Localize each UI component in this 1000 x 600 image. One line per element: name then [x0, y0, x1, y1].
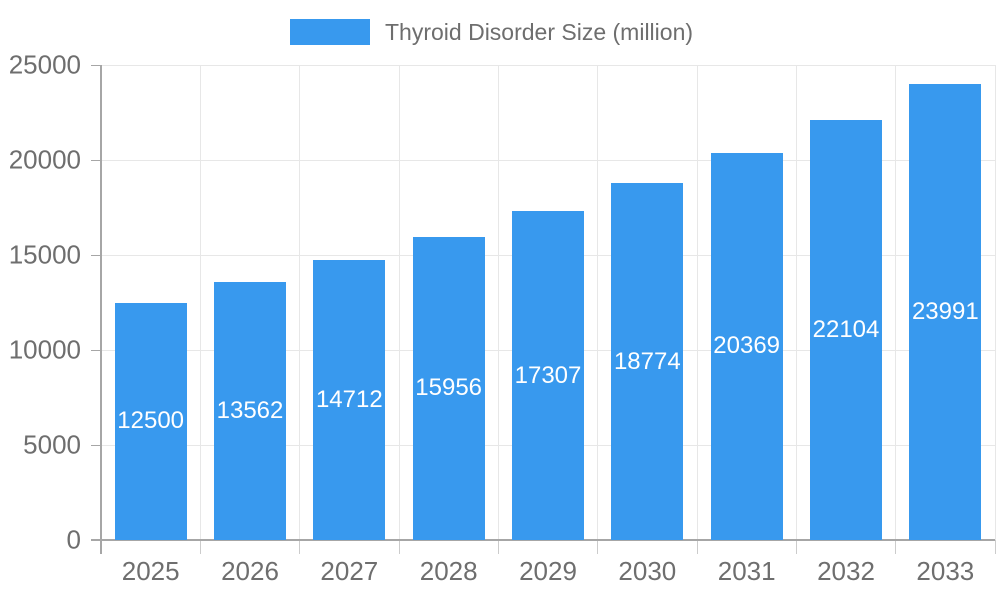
bar-value-label: 12500: [117, 407, 185, 435]
x-axis-tick: [597, 540, 599, 554]
x-axis-tick: [994, 540, 996, 554]
x-axis-tick: [299, 540, 301, 554]
bar-2028[interactable]: 15956: [412, 236, 485, 540]
bar-value-label: 23991: [911, 298, 979, 326]
x-tick-label: 2031: [717, 556, 776, 586]
x-tick-label: 2033: [916, 556, 975, 586]
bar-2029[interactable]: 17307: [512, 211, 584, 540]
gridline-vertical: [299, 65, 301, 540]
legend[interactable]: Thyroid Disorder Size (million): [290, 16, 693, 48]
y-tick-label: 20000: [8, 144, 81, 175]
bar-2030[interactable]: 18774: [611, 183, 684, 540]
x-tick-label: 2028: [419, 556, 478, 586]
gridline-vertical: [696, 65, 698, 540]
bar-2026[interactable]: 13562: [214, 282, 286, 540]
y-tick-label: 5000: [23, 429, 81, 460]
bar-2033[interactable]: 23991: [909, 84, 982, 540]
legend-label: Thyroid Disorder Size (million): [385, 19, 694, 45]
y-axis-tick: [91, 444, 101, 446]
bar-value-label: 15956: [415, 374, 483, 402]
x-axis-tick: [795, 540, 797, 554]
y-axis-tick: [91, 64, 101, 66]
x-tick-label: 2025: [121, 556, 180, 586]
bar-value-label: 18774: [613, 347, 681, 375]
x-tick-label: 2032: [817, 556, 875, 586]
x-axis-tick: [199, 540, 201, 554]
bar-2031[interactable]: 20369: [710, 152, 783, 540]
x-tick-label: 2027: [320, 556, 379, 586]
gridline-vertical: [895, 65, 897, 540]
bar-value-label: 13562: [216, 397, 284, 425]
y-axis-tick: [91, 254, 101, 256]
gridline-vertical: [199, 65, 201, 540]
gridline-horizontal: [101, 159, 995, 161]
x-tick-label: 2029: [519, 556, 577, 586]
gridline-vertical: [994, 65, 996, 540]
bar-2032[interactable]: 22104: [810, 120, 882, 540]
y-tick-label: 10000: [8, 334, 81, 365]
bar-value-label: 14712: [315, 386, 383, 414]
x-tick-label: 2026: [221, 556, 279, 586]
y-axis-line: [100, 65, 102, 554]
bar-value-label: 22104: [812, 316, 880, 343]
gridline-horizontal: [101, 64, 995, 66]
bar-2027[interactable]: 14712: [313, 260, 386, 540]
x-tick-label: 2030: [618, 556, 677, 586]
legend-swatch: [290, 19, 370, 45]
gridline-vertical: [795, 65, 797, 540]
y-axis-tick: [91, 349, 101, 351]
y-tick-label: 0: [66, 524, 81, 555]
x-axis-tick: [895, 540, 897, 554]
gridline-vertical: [597, 65, 599, 540]
y-tick-label: 15000: [8, 239, 81, 270]
x-axis-tick: [398, 540, 400, 554]
bar-value-label: 17307: [514, 361, 582, 389]
y-axis-tick: [91, 159, 101, 161]
x-axis-tick: [696, 540, 698, 554]
x-axis-tick: [497, 540, 499, 554]
gridline-vertical: [398, 65, 400, 540]
bar-value-label: 20369: [713, 332, 781, 360]
x-axis-line: [91, 539, 995, 541]
y-tick-label: 25000: [8, 49, 81, 80]
bar-2025[interactable]: 12500: [114, 302, 187, 540]
gridline-vertical: [497, 65, 499, 540]
